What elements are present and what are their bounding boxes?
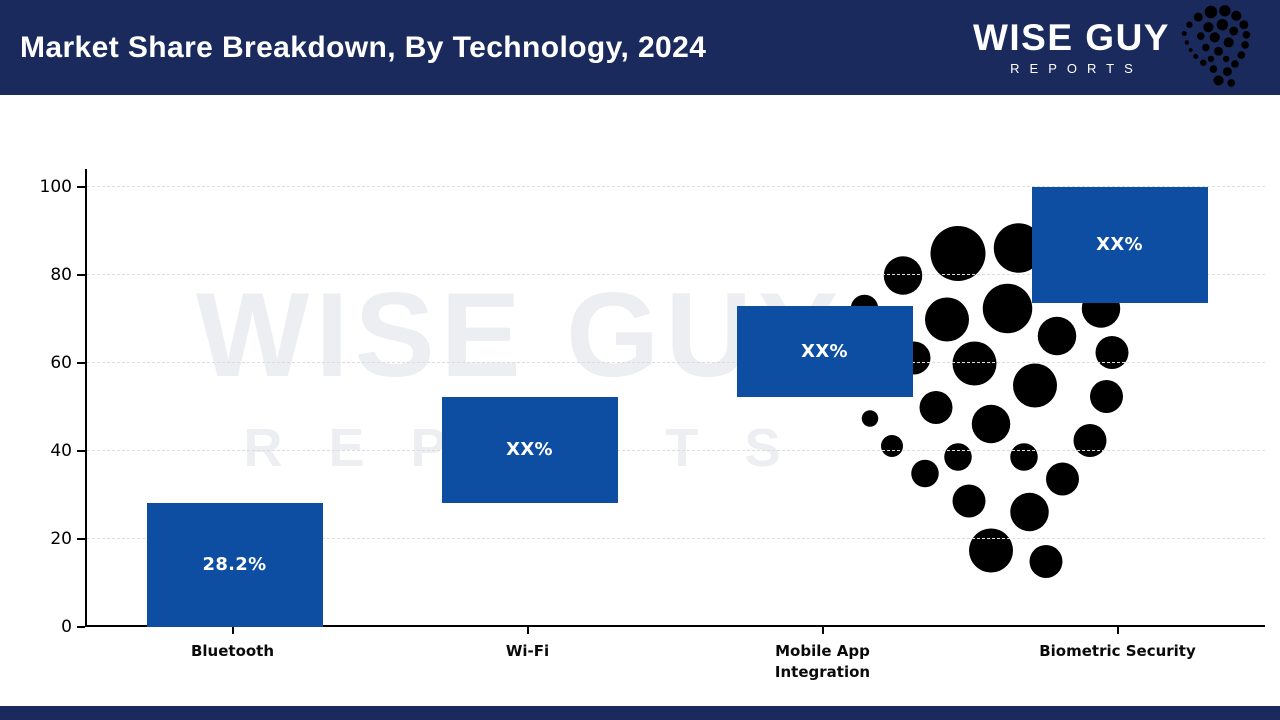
y-tick-mark-40 xyxy=(77,449,85,452)
gridline-100 xyxy=(87,185,1265,187)
gridline-20 xyxy=(87,537,1265,539)
logo-subtitle: REPORTS xyxy=(1010,61,1143,76)
bar-wi-fi: XX% xyxy=(441,396,618,503)
x-category-label-bluetooth: Bluetooth xyxy=(190,642,275,660)
bar-bluetooth: 28.2% xyxy=(146,502,323,627)
watermark-wordmark: WISE GUY xyxy=(195,268,845,402)
plot-area: 28.2% XX% XX% XX% xyxy=(85,169,1265,627)
x-tick-mark-bluetooth xyxy=(231,627,234,634)
y-tick-mark-80 xyxy=(77,273,85,276)
x-category-label-mobile-app-integration: Mobile App Integration xyxy=(774,642,871,681)
y-tick-label-20: 20 xyxy=(50,528,72,549)
y-tick-label-40: 40 xyxy=(50,440,72,461)
y-tick-mark-100 xyxy=(77,185,85,188)
logo: WISE GUY REPORTS xyxy=(973,3,1254,92)
gridline-80 xyxy=(87,273,1265,275)
logo-text: WISE GUY REPORTS xyxy=(973,19,1170,76)
y-tick-label-60: 60 xyxy=(50,352,72,373)
y-tick-label-0: 0 xyxy=(61,617,72,637)
x-tick-mark-mobile-app-integration xyxy=(821,627,824,634)
gridline-60 xyxy=(87,361,1265,363)
chart-region: WISE GUY REPORTS 28.2%XX%XX%XX% 02040608… xyxy=(0,95,1280,706)
x-category-label-biometric-security: Biometric Security xyxy=(1039,642,1196,660)
x-tick-mark-wi-fi xyxy=(526,627,529,634)
gridline-40 xyxy=(87,449,1265,451)
x-tick-mark-biometric-security xyxy=(1116,627,1119,634)
x-category-label-wi-fi: Wi-Fi xyxy=(505,642,550,660)
bar-value-label-wi-fi: XX% xyxy=(506,439,553,461)
bar-value-label-bluetooth: 28.2% xyxy=(202,554,267,576)
y-tick-label-100: 100 xyxy=(39,176,72,197)
bar-mobile-app-integration: XX% xyxy=(736,306,913,397)
y-tick-label-80: 80 xyxy=(50,264,72,285)
y-tick-mark-20 xyxy=(77,537,85,540)
bar-biometric-security: XX% xyxy=(1031,186,1208,304)
bar-value-label-biometric-security: XX% xyxy=(1096,234,1143,256)
y-tick-mark-0 xyxy=(77,626,85,628)
bar-value-label-mobile-app-integration: XX% xyxy=(801,341,848,363)
chart-title: Market Share Breakdown, By Technology, 2… xyxy=(20,30,707,64)
logo-head-icon xyxy=(1181,5,1251,87)
header: Market Share Breakdown, By Technology, 2… xyxy=(0,0,1280,95)
footer-bar xyxy=(0,706,1280,720)
y-tick-mark-60 xyxy=(77,361,85,364)
logo-wordmark: WISE GUY xyxy=(972,17,1170,58)
